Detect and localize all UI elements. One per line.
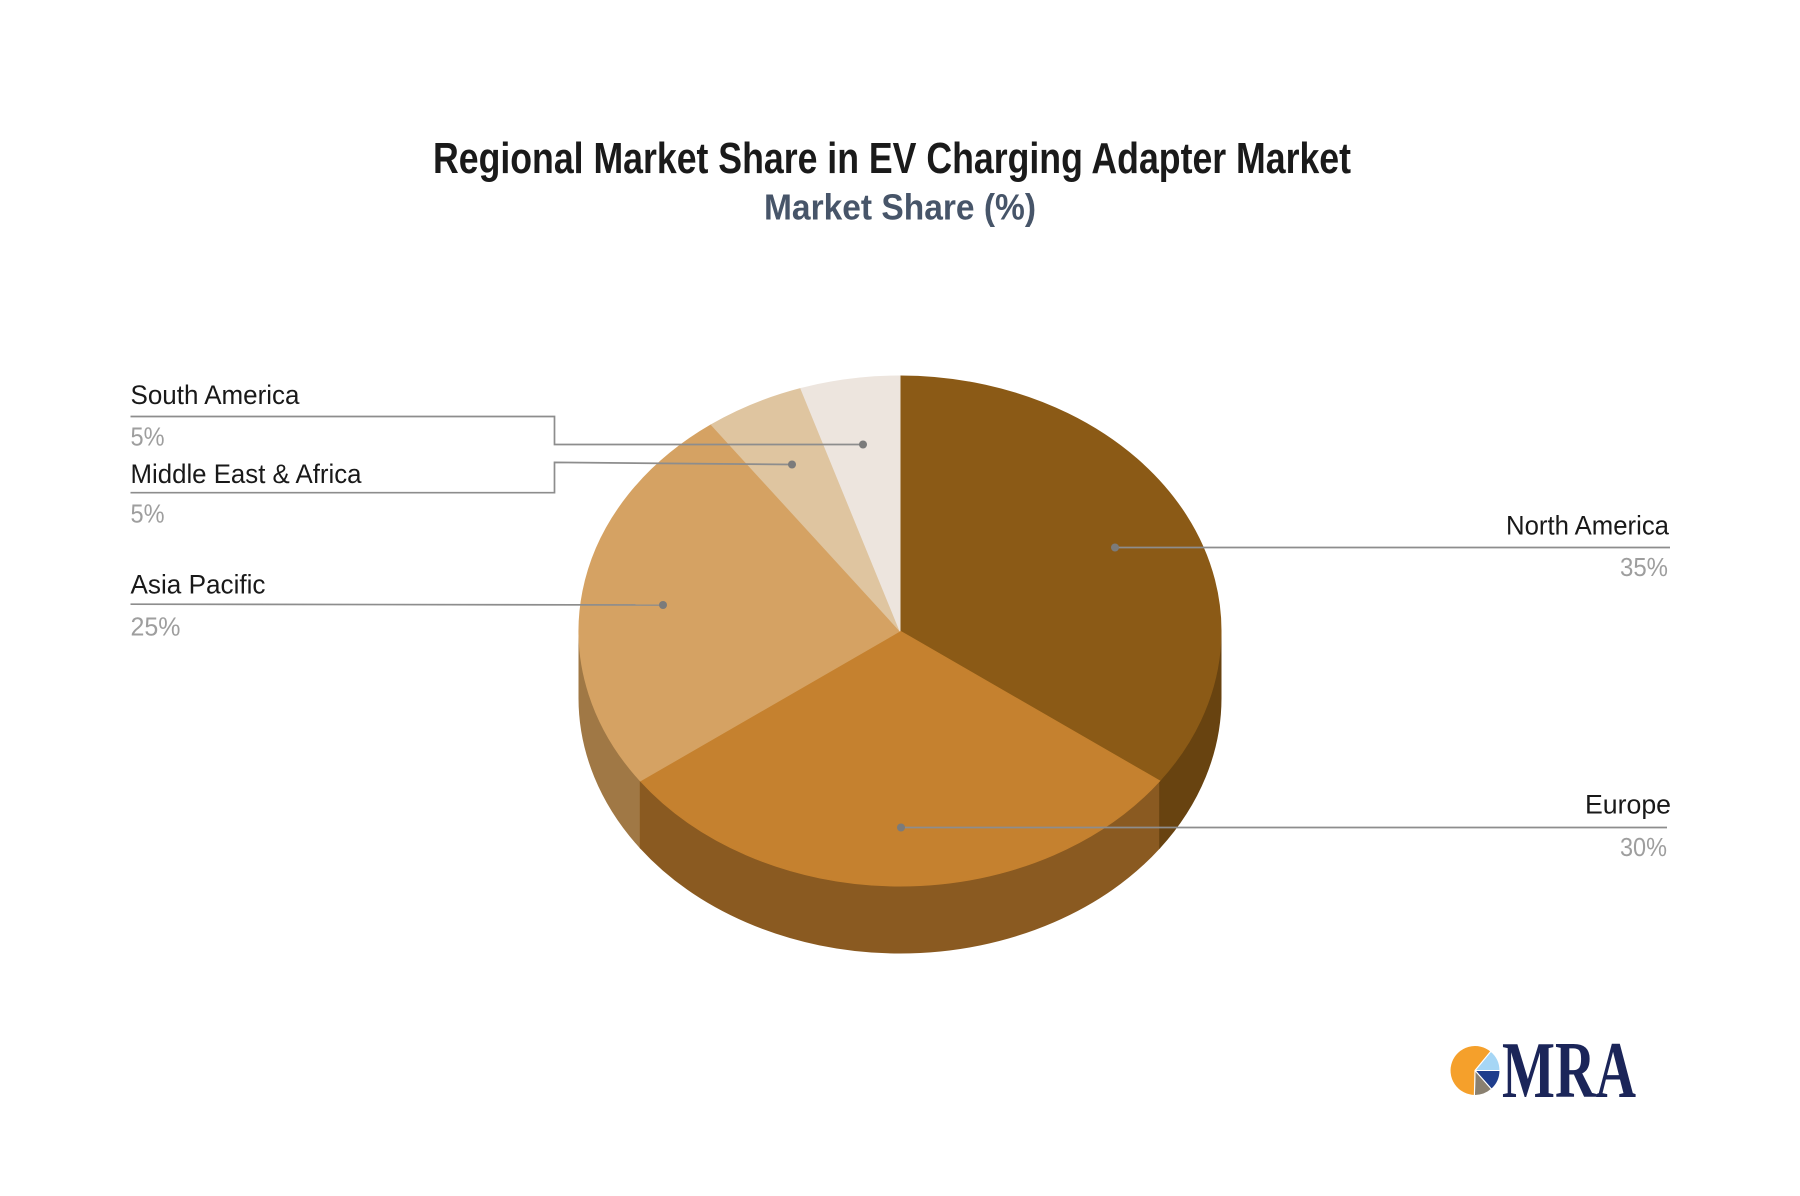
svg-text:35%: 35% [1620, 552, 1668, 582]
svg-text:Middle East & Africa: Middle East & Africa [131, 459, 363, 489]
svg-text:Market Share (%): Market Share (%) [764, 187, 1036, 228]
svg-text:5%: 5% [131, 422, 165, 452]
svg-text:North America: North America [1506, 510, 1670, 540]
svg-text:Europe: Europe [1585, 790, 1671, 820]
svg-text:5%: 5% [131, 499, 165, 529]
svg-text:30%: 30% [1620, 832, 1667, 862]
svg-text:South America: South America [131, 380, 301, 410]
svg-text:MRA: MRA [1502, 1027, 1636, 1115]
svg-text:Regional Market Share in EV Ch: Regional Market Share in EV Charging Ada… [433, 134, 1351, 183]
svg-text:Asia Pacific: Asia Pacific [131, 569, 266, 599]
svg-text:25%: 25% [131, 612, 181, 642]
